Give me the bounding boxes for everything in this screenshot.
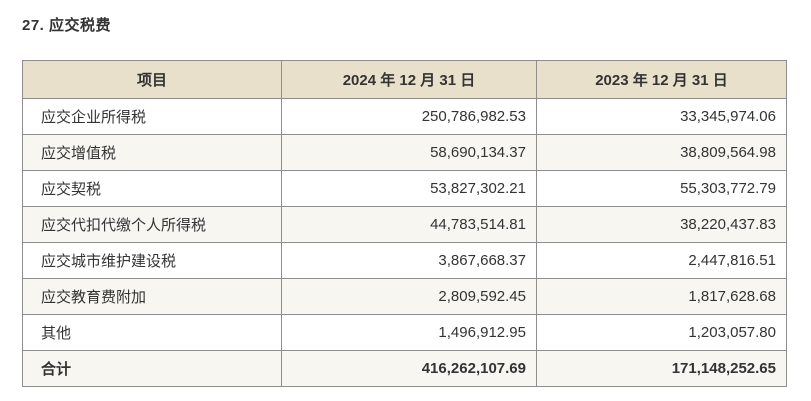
- row-item-label: 应交代扣代缴个人所得税: [22, 206, 282, 243]
- table-row: 应交城市维护建设税 3,867,668.37 2,447,816.51: [22, 242, 787, 279]
- row-value-2024: 44,783,514.81: [281, 206, 537, 243]
- column-header-2023: 2023 年 12 月 31 日: [536, 60, 787, 99]
- table-body: 应交企业所得税 250,786,982.53 33,345,974.06 应交增…: [22, 98, 787, 387]
- row-item-label: 应交增值税: [22, 134, 282, 171]
- row-item-label: 应交企业所得税: [22, 98, 282, 135]
- row-value-2024: 58,690,134.37: [281, 134, 537, 171]
- header-row: 项目 2024 年 12 月 31 日 2023 年 12 月 31 日: [22, 60, 787, 99]
- table-row: 应交增值税 58,690,134.37 38,809,564.98: [22, 134, 787, 171]
- row-item-label: 其他: [22, 314, 282, 351]
- total-value-2024: 416,262,107.69: [281, 350, 537, 387]
- table-row: 应交企业所得税 250,786,982.53 33,345,974.06: [22, 98, 787, 135]
- table-header: 项目 2024 年 12 月 31 日 2023 年 12 月 31 日: [22, 60, 787, 99]
- table-row: 应交教育费附加 2,809,592.45 1,817,628.68: [22, 278, 787, 315]
- row-value-2023: 33,345,974.06: [536, 98, 787, 135]
- table-row: 应交代扣代缴个人所得税 44,783,514.81 38,220,437.83: [22, 206, 787, 243]
- row-value-2024: 250,786,982.53: [281, 98, 537, 135]
- row-item-label: 应交教育费附加: [22, 278, 282, 315]
- table-row-total: 合计 416,262,107.69 171,148,252.65: [22, 350, 787, 387]
- row-value-2024: 1,496,912.95: [281, 314, 537, 351]
- row-value-2023: 38,220,437.83: [536, 206, 787, 243]
- row-value-2023: 1,203,057.80: [536, 314, 787, 351]
- row-value-2024: 53,827,302.21: [281, 170, 537, 207]
- row-value-2023: 55,303,772.79: [536, 170, 787, 207]
- table-row: 应交契税 53,827,302.21 55,303,772.79: [22, 170, 787, 207]
- row-value-2023: 2,447,816.51: [536, 242, 787, 279]
- row-item-label: 应交城市维护建设税: [22, 242, 282, 279]
- taxes-payable-table: 项目 2024 年 12 月 31 日 2023 年 12 月 31 日 应交企…: [22, 60, 787, 387]
- column-header-2024: 2024 年 12 月 31 日: [281, 60, 537, 99]
- row-item-label: 应交契税: [22, 170, 282, 207]
- total-value-2023: 171,148,252.65: [536, 350, 787, 387]
- table-row: 其他 1,496,912.95 1,203,057.80: [22, 314, 787, 351]
- total-label: 合计: [22, 350, 282, 387]
- column-header-item: 项目: [22, 60, 282, 99]
- row-value-2024: 2,809,592.45: [281, 278, 537, 315]
- row-value-2023: 1,817,628.68: [536, 278, 787, 315]
- report-page: 27. 应交税费 项目 2024 年 12 月 31 日 2023 年 12 月…: [22, 17, 787, 387]
- row-value-2024: 3,867,668.37: [281, 242, 537, 279]
- section-title: 27. 应交税费: [22, 17, 112, 34]
- row-value-2023: 38,809,564.98: [536, 134, 787, 171]
